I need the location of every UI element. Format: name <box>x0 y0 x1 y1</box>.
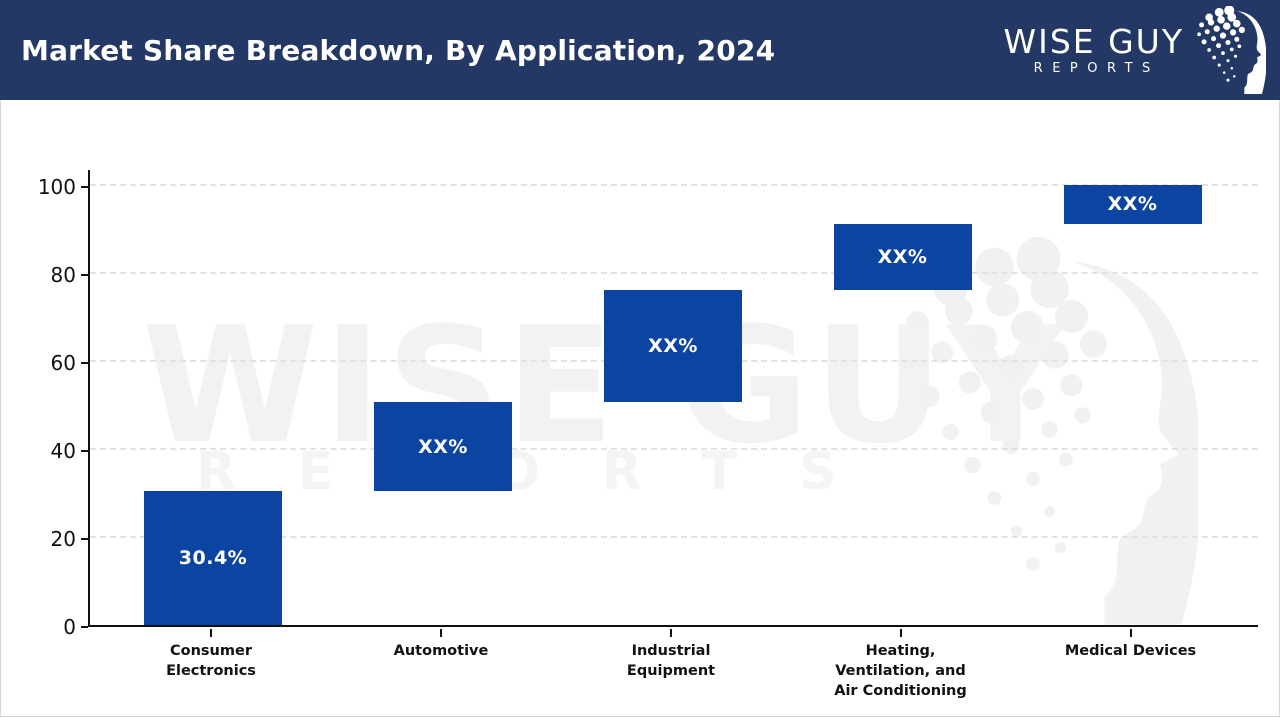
y-axis-tick-marks <box>81 170 88 628</box>
x-category-label-3: Industrial Equipment <box>626 643 716 679</box>
gridline-40 <box>90 448 1258 450</box>
bar-segment-2: XX% <box>374 402 512 492</box>
bar-value-label: XX% <box>418 435 468 458</box>
y-tick-mark-40 <box>81 450 88 452</box>
x-tick-mark-2 <box>440 629 442 637</box>
x-axis-tick-marks <box>88 629 1258 638</box>
chart-area: WISE GUY REPORTS 30.4% XX% XX% XX% XX% 0 20 40… <box>0 100 1280 716</box>
y-tick-mark-20 <box>81 538 88 540</box>
y-tick-label-40: 40 <box>50 439 76 463</box>
logo-wordmark: WISE GUY REPORTS <box>1003 21 1184 76</box>
plot-area: 30.4% XX% XX% XX% XX% <box>88 170 1258 627</box>
bar-segment-4: XX% <box>833 223 972 291</box>
y-tick-label-20: 20 <box>50 527 76 551</box>
gridline-20 <box>90 536 1258 538</box>
page-border-left <box>0 100 1 716</box>
bar-segment-3: XX% <box>604 290 742 403</box>
x-tick-mark-1 <box>210 629 212 637</box>
bar-value-label: XX% <box>1107 193 1158 216</box>
x-tick-mark-5 <box>1129 629 1132 637</box>
bar-segment-5: XX% <box>1063 185 1202 224</box>
bar-segment-1: 30.4% <box>144 491 282 625</box>
logo-text-wise-guy: WISE GUY <box>1003 21 1184 61</box>
bar-value-label: XX% <box>648 335 698 358</box>
y-tick-label-60: 60 <box>50 351 76 375</box>
chart-title: Market Share Breakdown, By Application, … <box>21 33 776 67</box>
logo-face-icon <box>1197 6 1266 94</box>
y-tick-mark-0 <box>81 626 88 628</box>
x-axis-category-labels: Consumer Electronics Automotive Industrial… <box>88 641 1258 711</box>
watermark-text-reports: REPORTS <box>196 442 899 502</box>
bar-value-label: XX% <box>877 245 928 268</box>
bar-value-label: 30.4% <box>178 547 248 570</box>
y-tick-mark-60 <box>81 362 88 364</box>
logo-text-reports: REPORTS <box>1033 60 1160 76</box>
x-category-label-1: Consumer Electronics <box>166 643 256 679</box>
y-tick-mark-80 <box>81 274 88 276</box>
y-axis-tick-labels: 0 20 40 60 80 100 <box>0 170 88 639</box>
gridline-100 <box>90 184 1258 186</box>
wise-guy-logo: WISE GUY REPORTS <box>1003 0 1266 100</box>
page-border-bottom <box>0 716 1280 717</box>
x-tick-mark-4 <box>899 629 902 637</box>
y-tick-label-100: 100 <box>37 175 76 199</box>
gridline-80 <box>90 272 1258 274</box>
y-tick-label-80: 80 <box>50 263 76 287</box>
y-tick-mark-100 <box>81 186 88 188</box>
header-bar: Market Share Breakdown, By Application, … <box>0 0 1280 100</box>
x-category-label-4: Heating, Ventilation, and Air Conditioni… <box>834 643 967 699</box>
y-tick-label-0: 0 <box>63 615 76 639</box>
x-category-label-2: Automotive <box>393 643 489 659</box>
x-category-label-5: Medical Devices <box>1064 643 1197 659</box>
x-tick-mark-3 <box>670 629 672 637</box>
